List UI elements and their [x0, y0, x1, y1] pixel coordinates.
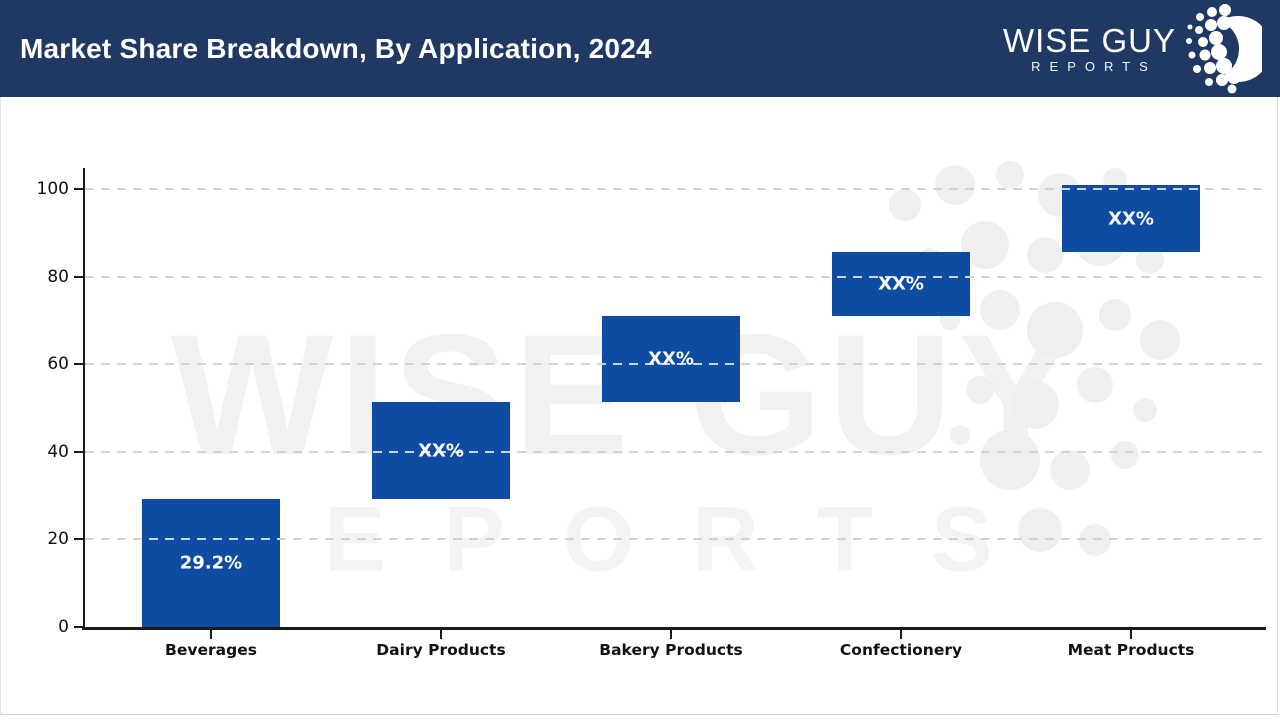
x-category-label: Bakery Products — [599, 641, 743, 659]
watermark-dot — [980, 290, 1020, 330]
watermark-dot — [1027, 237, 1063, 273]
bar-segment — [142, 499, 280, 627]
watermark-dot — [966, 376, 994, 404]
watermark-dot — [1140, 320, 1180, 360]
watermark-dot — [935, 165, 975, 205]
watermark-dot — [1018, 508, 1062, 552]
bar-value-label: XX% — [418, 440, 464, 462]
y-axis-line — [83, 168, 85, 629]
y-tick-mark — [74, 275, 83, 278]
gridline — [85, 450, 1265, 453]
watermark-dot — [1027, 302, 1083, 358]
watermark-dot — [1011, 381, 1059, 429]
logo-wordmark: WISE GUY — [1002, 22, 1176, 59]
y-tick-label: 60 — [47, 354, 69, 375]
x-category-label: Meat Products — [1067, 641, 1195, 659]
watermark-dot — [1077, 367, 1113, 403]
y-tick-label: 40 — [47, 441, 69, 462]
x-category-label: Confectionery — [839, 641, 963, 659]
x-tick-mark — [670, 630, 672, 639]
y-tick-mark — [74, 626, 83, 628]
bar-segment — [832, 252, 970, 316]
chart-title: Market Share Breakdown, By Application, … — [20, 32, 652, 64]
logo-subtitle: REPORTS — [1031, 59, 1157, 74]
watermark-dot — [889, 189, 921, 221]
header: Market Share Breakdown, By Application, … — [0, 0, 1280, 97]
bar-value-label: XX% — [648, 348, 694, 370]
watermark-dot — [1099, 299, 1131, 331]
y-tick-label: 100 — [36, 179, 69, 199]
dotted-head-profile-icon — [1182, 3, 1262, 93]
y-tick-mark — [74, 450, 83, 453]
x-axis-line — [82, 627, 1266, 630]
bar-value-label: 29.2% — [179, 552, 243, 574]
x-category-label: Beverages — [165, 641, 257, 659]
bar-segment — [602, 316, 740, 403]
x-tick-mark — [1130, 630, 1132, 639]
y-tick-mark — [74, 188, 83, 190]
y-tick-label: 80 — [47, 266, 69, 287]
bar-segment — [1062, 185, 1200, 253]
x-category-label: Dairy Products — [376, 641, 506, 659]
x-tick-mark — [900, 630, 902, 639]
wiseguy-logo: WISE GUY REPORTS — [1003, 3, 1262, 95]
x-tick-mark — [440, 630, 442, 639]
x-tick-mark — [210, 630, 212, 639]
logo-text: WISE GUY REPORTS — [1003, 24, 1176, 73]
watermark-dot — [980, 430, 1040, 490]
watermark-dot — [950, 425, 970, 445]
watermark-dot — [1111, 441, 1139, 469]
bar-value-label: XX% — [878, 273, 924, 295]
gridline — [85, 188, 1265, 190]
bar-value-label: XX% — [1108, 208, 1154, 230]
y-tick-mark — [74, 363, 83, 366]
bar-segment — [372, 402, 510, 500]
watermark-dot — [996, 161, 1024, 189]
y-tick-label: 0 — [58, 617, 69, 637]
y-tick-label: 20 — [47, 529, 69, 550]
y-tick-mark — [74, 538, 83, 541]
watermark-dot — [1050, 450, 1090, 490]
gridline — [85, 275, 1265, 278]
gridline — [85, 363, 1265, 366]
watermark-dot — [1133, 398, 1157, 422]
gridline — [85, 538, 1265, 541]
